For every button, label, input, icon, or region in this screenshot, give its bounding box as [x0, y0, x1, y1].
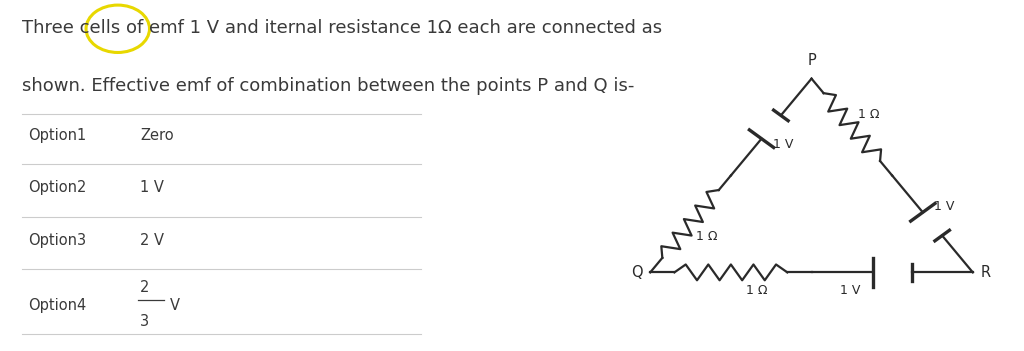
Text: 1 Ω: 1 Ω	[858, 108, 880, 121]
Text: Q: Q	[631, 265, 643, 280]
Text: Option2: Option2	[29, 180, 87, 195]
Text: R: R	[981, 265, 990, 280]
Text: V: V	[170, 298, 180, 313]
Text: shown. Effective emf of combination between the points P and Q is-: shown. Effective emf of combination betw…	[23, 77, 635, 95]
Text: Option4: Option4	[29, 298, 87, 313]
Text: 2 V: 2 V	[140, 233, 164, 248]
Text: P: P	[807, 53, 816, 68]
Text: 2: 2	[140, 280, 150, 295]
Text: 1 V: 1 V	[773, 139, 794, 152]
Text: 1 V: 1 V	[934, 199, 954, 212]
Text: 3: 3	[140, 314, 150, 329]
Text: 1 Ω: 1 Ω	[696, 230, 718, 243]
Text: 1 V: 1 V	[140, 180, 164, 195]
Text: Option1: Option1	[29, 128, 87, 143]
Text: Zero: Zero	[140, 128, 174, 143]
Text: 1 Ω: 1 Ω	[745, 284, 767, 297]
Text: Option3: Option3	[29, 233, 86, 248]
Text: 1 V: 1 V	[840, 284, 860, 297]
Text: Three cells of emf 1 V and iternal resistance 1Ω each are connected as: Three cells of emf 1 V and iternal resis…	[23, 19, 663, 37]
